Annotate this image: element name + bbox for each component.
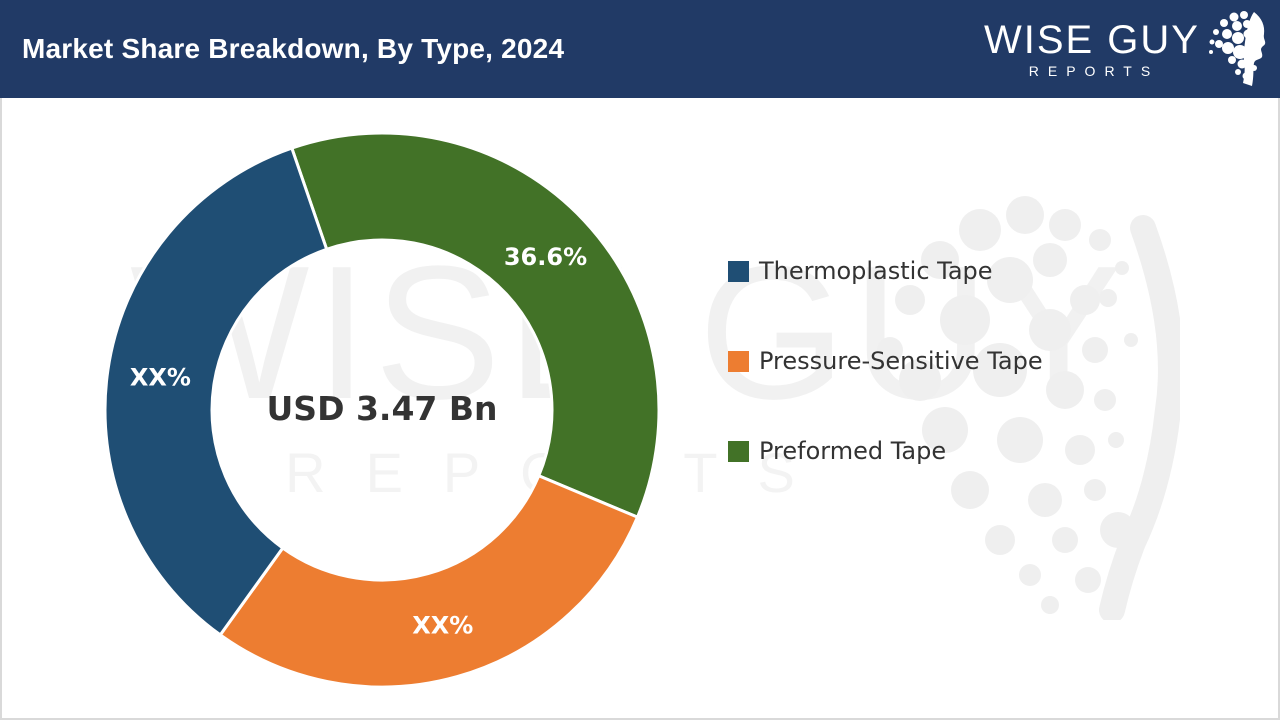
brand-head-icon <box>1209 11 1266 86</box>
donut-slice <box>218 474 639 689</box>
legend-swatch <box>728 350 749 372</box>
slice-label: 36.6% <box>504 243 587 271</box>
legend-label: Pressure-Sensitive Tape <box>759 347 1043 375</box>
slice-label: XX% <box>412 612 473 640</box>
legend-item: Thermoplastic Tape <box>728 256 1043 286</box>
header-bar: Market Share Breakdown, By Type, 2024 WI… <box>0 0 1280 98</box>
donut-slice <box>103 146 329 637</box>
legend-swatch <box>728 260 749 282</box>
watermark-head-icon <box>877 196 1180 620</box>
chart-legend: Thermoplastic Tape Pressure-Sensitive Tap… <box>728 256 1043 526</box>
legend-item: Pressure-Sensitive Tape <box>728 346 1043 376</box>
legend-label: Thermoplastic Tape <box>759 257 993 285</box>
page-title: Market Share Breakdown, By Type, 2024 <box>22 33 565 64</box>
legend-swatch <box>728 440 749 462</box>
donut-slice <box>290 131 661 519</box>
legend-label: Preformed Tape <box>759 437 947 465</box>
brand-logo-line2: REPORTS <box>1028 62 1160 79</box>
slice-label: XX% <box>130 363 191 391</box>
brand-logo: WISE GUY REPORTS <box>984 0 1266 98</box>
brand-logo-line1: WISE GUY <box>983 17 1200 62</box>
legend-item: Preformed Tape <box>728 436 1043 466</box>
brand-logo-text: WISE GUY REPORTS <box>984 20 1200 79</box>
chart-center-value: USD 3.47 Bn <box>266 388 498 428</box>
